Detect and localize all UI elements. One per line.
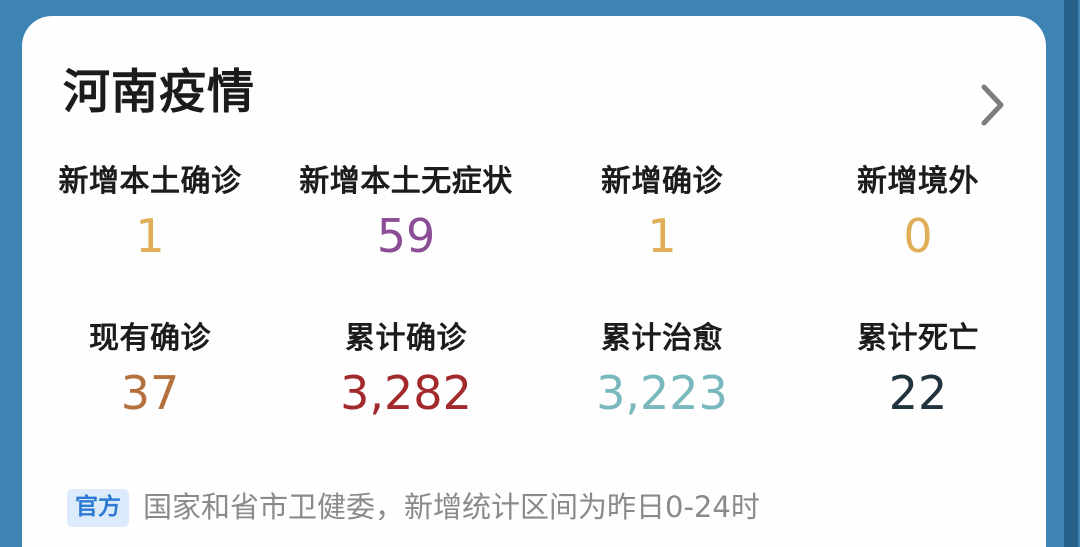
stat-cumulative-deaths: 累计死亡 22 bbox=[790, 321, 1046, 419]
stat-value: 3,282 bbox=[340, 366, 472, 421]
stat-label: 新增本土无症状 bbox=[299, 164, 513, 199]
official-badge: 官方 bbox=[67, 489, 129, 527]
stat-cumulative-recovered: 累计治愈 3,223 bbox=[534, 321, 790, 419]
stat-current-confirmed: 现有确诊 37 bbox=[22, 321, 278, 419]
stat-value: 37 bbox=[120, 366, 180, 421]
right-edge-outer-strip bbox=[1078, 0, 1080, 547]
stat-label: 新增本土确诊 bbox=[58, 164, 242, 199]
stat-new-confirmed: 新增确诊 1 bbox=[534, 164, 790, 262]
stat-value: 0 bbox=[903, 209, 933, 264]
source-note: 官方 国家和省市卫健委，新增统计区间为昨日0-24时 bbox=[22, 489, 1046, 527]
stat-value: 22 bbox=[888, 366, 948, 421]
stat-label: 累计治愈 bbox=[601, 321, 723, 356]
chevron-right-icon[interactable] bbox=[962, 74, 1024, 136]
stats-row-new-cases: 新增本土确诊 1 新增本土无症状 59 新增确诊 1 新增境外 0 bbox=[22, 164, 1046, 262]
epidemic-summary-card[interactable]: 河南疫情 新增本土确诊 1 新增本土无症状 59 新增确诊 1 新增境外 bbox=[22, 16, 1046, 547]
stat-cumulative-confirmed: 累计确诊 3,282 bbox=[278, 321, 534, 419]
stat-value: 1 bbox=[647, 209, 677, 264]
stat-value: 3,223 bbox=[596, 366, 728, 421]
stat-value: 1 bbox=[135, 209, 165, 264]
stat-label: 现有确诊 bbox=[89, 321, 211, 356]
right-edge-rail bbox=[1064, 0, 1078, 547]
card-header: 河南疫情 bbox=[22, 16, 1046, 146]
stat-label: 新增确诊 bbox=[601, 164, 723, 199]
stats-row-cumulative: 现有确诊 37 累计确诊 3,282 累计治愈 3,223 累计死亡 22 bbox=[22, 321, 1046, 419]
stat-new-local-confirmed: 新增本土确诊 1 bbox=[22, 164, 278, 262]
stat-new-imported: 新增境外 0 bbox=[790, 164, 1046, 262]
stat-value: 59 bbox=[376, 209, 436, 264]
page-title: 河南疫情 bbox=[63, 65, 255, 120]
stat-label: 累计死亡 bbox=[857, 321, 979, 356]
stat-label: 累计确诊 bbox=[345, 321, 467, 356]
source-note-text: 国家和省市卫健委，新增统计区间为昨日0-24时 bbox=[143, 490, 760, 525]
stat-new-local-asymptomatic: 新增本土无症状 59 bbox=[278, 164, 534, 262]
stat-label: 新增境外 bbox=[857, 164, 979, 199]
